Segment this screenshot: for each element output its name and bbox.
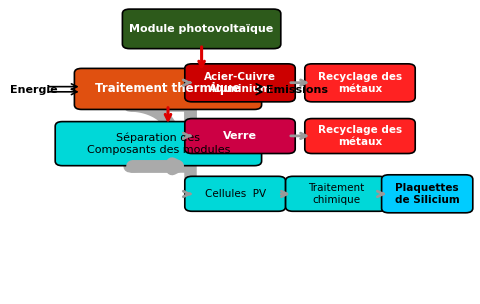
Text: Plaquettes
de Silicium: Plaquettes de Silicium	[395, 183, 459, 205]
FancyBboxPatch shape	[122, 9, 281, 49]
FancyBboxPatch shape	[185, 176, 286, 211]
FancyBboxPatch shape	[185, 64, 295, 102]
Text: Emissions: Emissions	[266, 85, 328, 95]
Text: Module photovoltaïque: Module photovoltaïque	[130, 24, 274, 34]
Text: Traitement
chimique: Traitement chimique	[308, 183, 364, 205]
FancyBboxPatch shape	[382, 175, 473, 213]
FancyBboxPatch shape	[286, 176, 386, 211]
Text: Acier-Cuivre
Aluminium: Acier-Cuivre Aluminium	[204, 72, 276, 94]
Text: Cellules  PV: Cellules PV	[204, 189, 266, 199]
FancyBboxPatch shape	[185, 119, 295, 154]
FancyBboxPatch shape	[55, 122, 262, 166]
FancyBboxPatch shape	[74, 68, 262, 109]
Text: Traitement thermique: Traitement thermique	[96, 82, 240, 95]
Text: Verre: Verre	[223, 131, 257, 141]
Text: Energie: Energie	[10, 85, 57, 95]
Text: Recyclage des
métaux: Recyclage des métaux	[318, 72, 402, 94]
Text: Recyclage des
métaux: Recyclage des métaux	[318, 125, 402, 147]
FancyBboxPatch shape	[305, 64, 415, 102]
FancyBboxPatch shape	[305, 119, 415, 154]
Text: Séparation des
Composants des modules: Séparation des Composants des modules	[87, 132, 230, 155]
